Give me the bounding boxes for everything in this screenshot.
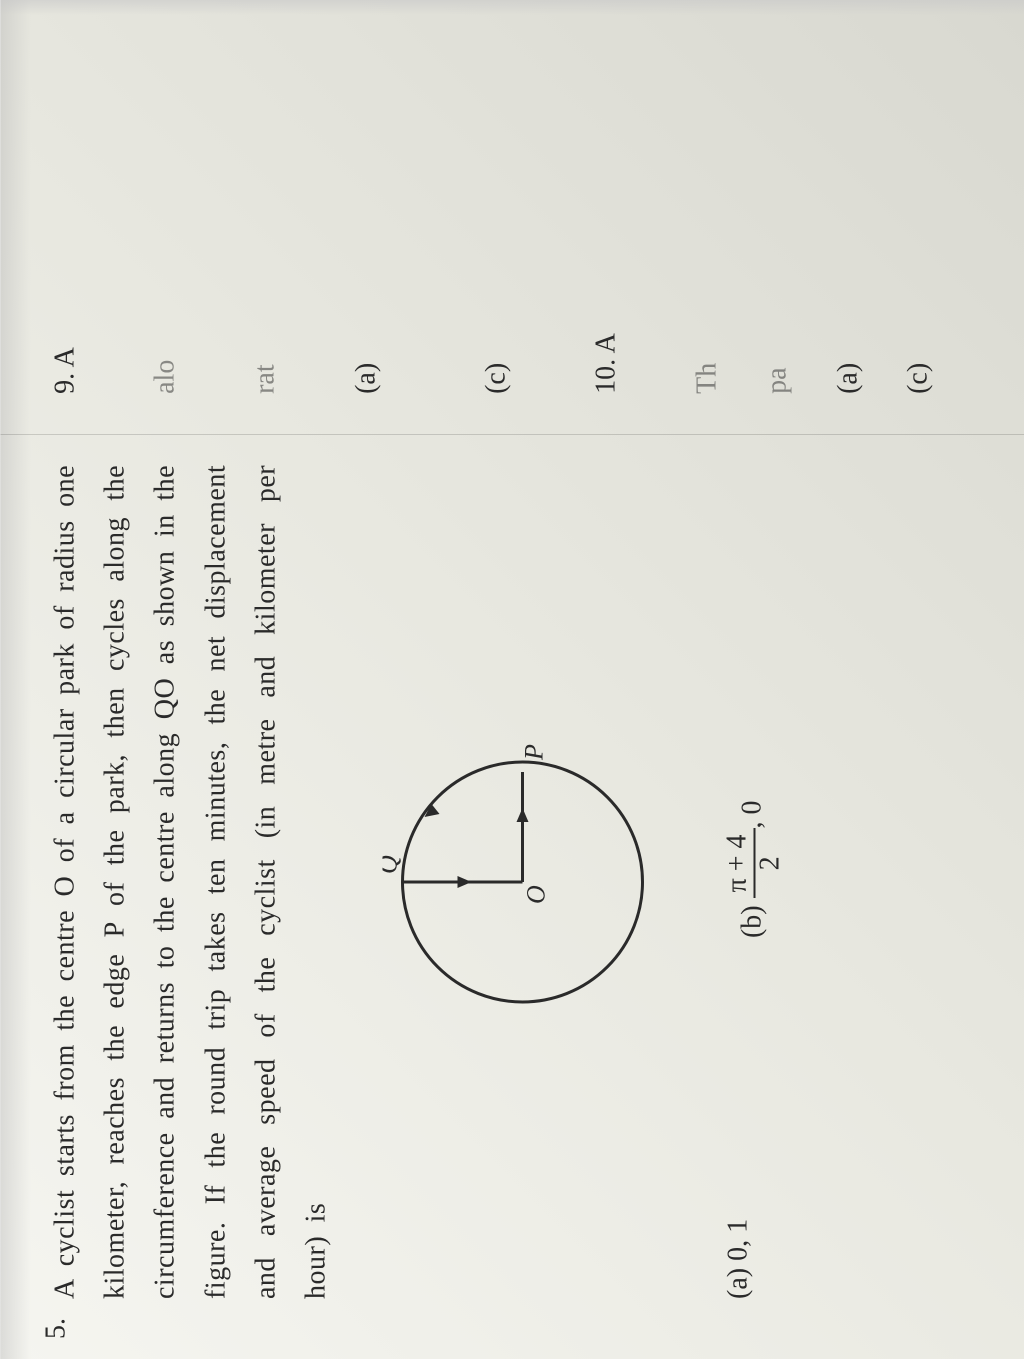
question-5-text: A cyclist starts from the centre O of a … xyxy=(40,465,342,1299)
q10-line3: pa xyxy=(753,20,803,414)
question-9-fragment: 9. A xyxy=(40,20,90,414)
question-10-fragment: 10. A xyxy=(582,20,632,414)
option-b-fraction: π + 4 2 xyxy=(722,828,786,898)
arrow-QO xyxy=(457,876,471,888)
q9-line3: rat xyxy=(241,20,291,414)
q10-opt-c: (c) xyxy=(894,20,944,414)
right-shadow xyxy=(0,0,1024,15)
option-b-label: (b) xyxy=(737,905,768,938)
options-row: (a) 0, 1 (b) π + 4 2 , 0 xyxy=(702,465,786,1299)
fraction-denominator: 2 xyxy=(755,828,786,898)
right-column: 9. A alo rat (a) (c) 10. A Th pa (a) (c) xyxy=(0,0,1024,435)
q10-number: 10. xyxy=(591,359,622,394)
q10-text: A xyxy=(591,333,622,353)
q9-opt-c: (c) xyxy=(472,20,522,414)
option-a-value: 0, 1 xyxy=(722,1219,753,1261)
label-O: O xyxy=(521,885,550,904)
left-column: 5. A cyclist starts from the centre O of… xyxy=(0,435,1024,1359)
q9-text: A xyxy=(49,347,80,367)
question-number-5: 5. xyxy=(40,1318,72,1339)
question-5: 5. A cyclist starts from the centre O of… xyxy=(40,465,342,1299)
page-container: 5. A cyclist starts from the centre O of… xyxy=(0,0,1024,1359)
option-a: (a) 0, 1 xyxy=(722,938,786,1299)
q9-number: 9. xyxy=(49,373,80,394)
q10-opt-a: (a) xyxy=(823,20,873,414)
arrow-OP xyxy=(516,808,528,822)
label-Q: Q xyxy=(382,855,402,874)
q10-line2: Th xyxy=(682,20,732,414)
circle-diagram: O P Q xyxy=(382,742,662,1022)
q9-line2: alo xyxy=(140,20,190,414)
fraction-numerator: π + 4 xyxy=(722,828,755,898)
option-b-suffix: , 0 xyxy=(737,800,768,828)
diagram-container: O P Q xyxy=(382,465,662,1299)
option-a-label: (a) xyxy=(722,1268,753,1299)
q9-opt-a: (a) xyxy=(341,20,391,414)
label-P: P xyxy=(519,744,548,761)
option-b: (b) π + 4 2 , 0 xyxy=(722,505,786,938)
